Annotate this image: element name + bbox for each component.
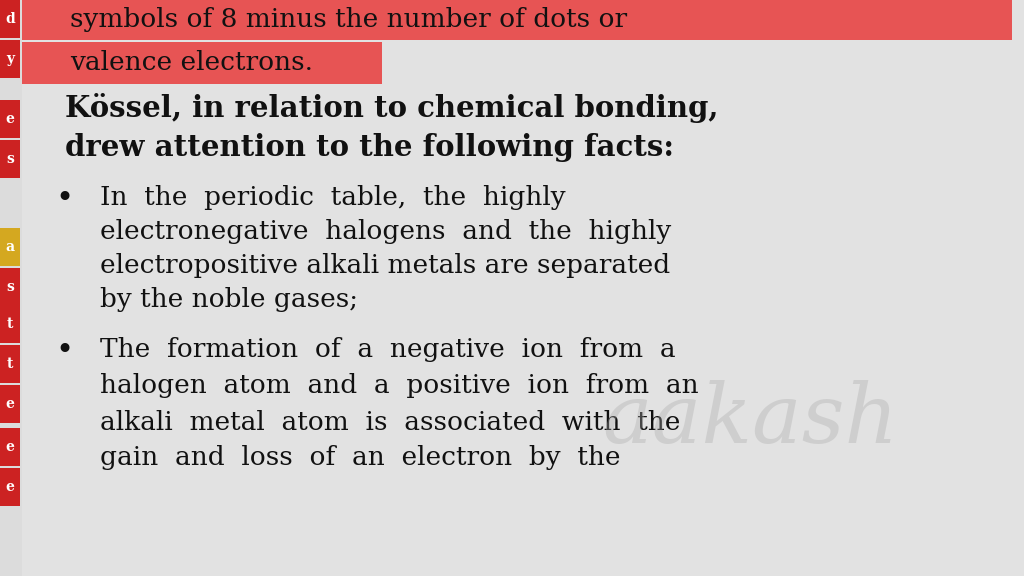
Bar: [0, 140, 20, 178]
Text: symbols of 8 minus the number of dots or: symbols of 8 minus the number of dots or: [70, 7, 627, 32]
Text: In  the  periodic  table,  the  highly: In the periodic table, the highly: [100, 185, 565, 210]
Bar: [0, 0, 20, 38]
Bar: [0, 385, 20, 423]
Text: s: s: [6, 152, 14, 166]
Bar: [0, 40, 20, 78]
Text: halogen  atom  and  a  positive  ion  from  an: halogen atom and a positive ion from an: [100, 373, 698, 399]
Text: e: e: [5, 112, 14, 126]
Bar: [0, 468, 20, 506]
Text: e: e: [5, 480, 14, 494]
Text: a: a: [5, 240, 14, 254]
Text: •: •: [55, 336, 73, 367]
Text: valence electrons.: valence electrons.: [70, 51, 313, 75]
Text: y: y: [6, 52, 14, 66]
Bar: [0, 305, 20, 343]
Bar: [22, 42, 382, 84]
Text: by the noble gases;: by the noble gases;: [100, 287, 358, 313]
Bar: [0, 100, 20, 138]
Text: d: d: [5, 12, 15, 26]
Bar: [0, 268, 20, 306]
Text: Kössel, in relation to chemical bonding,: Kössel, in relation to chemical bonding,: [65, 93, 719, 123]
Text: •: •: [55, 184, 73, 215]
Text: gain  and  loss  of  an  electron  by  the: gain and loss of an electron by the: [100, 445, 621, 471]
Text: electronegative  halogens  and  the  highly: electronegative halogens and the highly: [100, 219, 672, 244]
Text: t: t: [7, 317, 13, 331]
Text: drew attention to the following facts:: drew attention to the following facts:: [65, 134, 674, 162]
Text: aakash: aakash: [602, 380, 898, 460]
Text: s: s: [6, 280, 14, 294]
Text: alkali  metal  atom  is  associated  with  the: alkali metal atom is associated with the: [100, 410, 680, 434]
Text: t: t: [7, 357, 13, 371]
Text: e: e: [5, 397, 14, 411]
Text: e: e: [5, 440, 14, 454]
Bar: [22, 0, 1012, 40]
Text: The  formation  of  a  negative  ion  from  a: The formation of a negative ion from a: [100, 338, 676, 362]
Bar: [0, 228, 20, 266]
Bar: [0, 345, 20, 383]
Text: electropositive alkali metals are separated: electropositive alkali metals are separa…: [100, 253, 670, 279]
Bar: [0, 428, 20, 466]
